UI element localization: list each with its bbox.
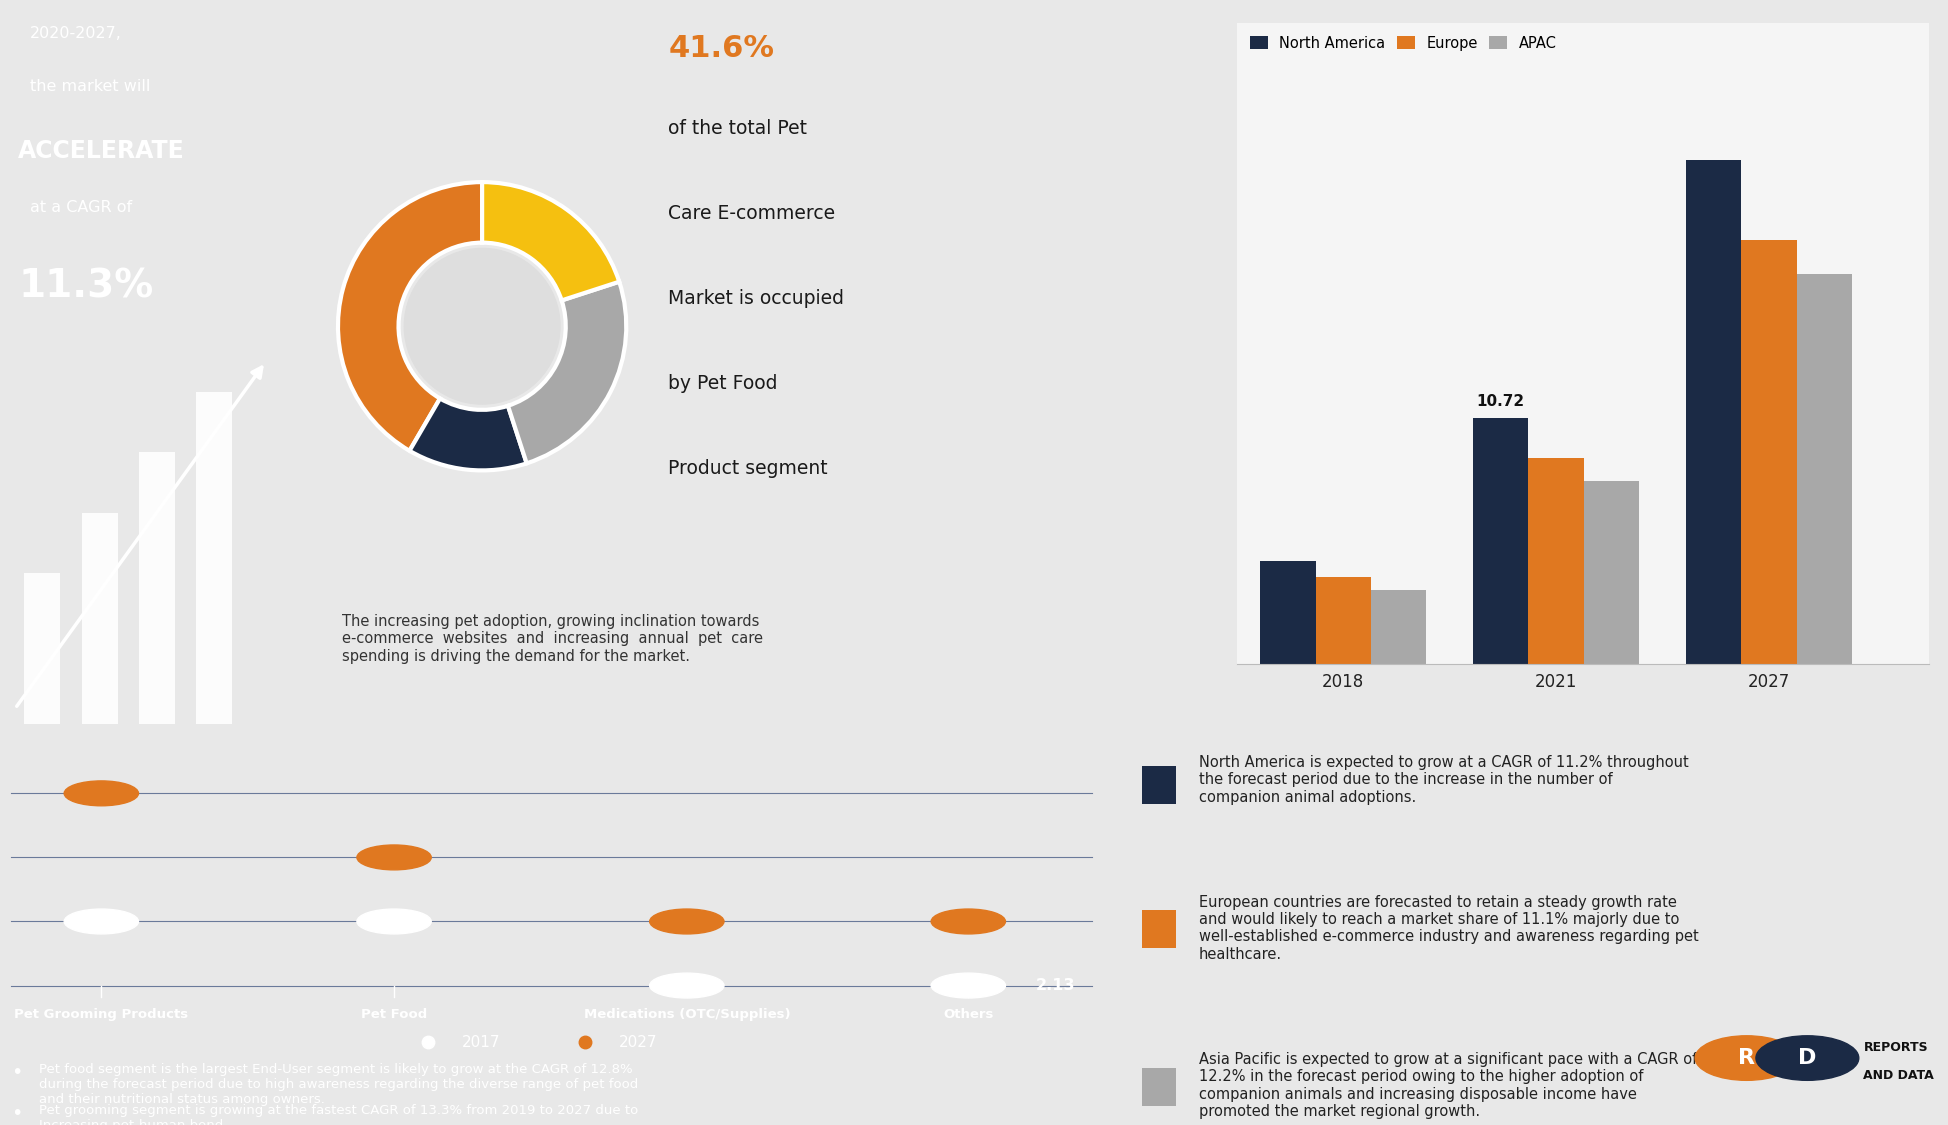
Bar — [82, 513, 117, 723]
Text: 2.13: 2.13 — [1036, 978, 1075, 993]
Circle shape — [356, 845, 431, 870]
Text: Care E-commerce: Care E-commerce — [668, 204, 836, 223]
Text: 2027: 2027 — [619, 1035, 658, 1050]
Text: Others: Others — [943, 1008, 993, 1022]
Bar — [1473, 418, 1529, 664]
Bar — [197, 392, 232, 723]
Bar — [1796, 274, 1853, 664]
Text: Asia Pacific is expected to grow at a significant pace with a CAGR of
12.2% in t: Asia Pacific is expected to grow at a si… — [1198, 1052, 1697, 1119]
Wedge shape — [483, 182, 619, 300]
Text: Pet grooming segment is growing at the fastest CAGR of 13.3% from 2019 to 2027 d: Pet grooming segment is growing at the f… — [39, 1105, 639, 1125]
Bar — [1742, 240, 1796, 664]
Text: Pet food segment is the largest End-User segment is likely to grow at the CAGR o: Pet food segment is the largest End-User… — [39, 1063, 639, 1106]
Text: 41.6%: 41.6% — [668, 34, 773, 63]
Circle shape — [651, 973, 725, 998]
Text: the market will: the market will — [31, 79, 150, 95]
Wedge shape — [339, 182, 483, 451]
Bar — [138, 452, 175, 723]
Text: Medications (OTC/Supplies): Medications (OTC/Supplies) — [584, 1008, 791, 1022]
Bar — [23, 573, 60, 723]
Circle shape — [64, 781, 138, 806]
Text: at a CAGR of: at a CAGR of — [31, 200, 132, 215]
Bar — [1142, 1068, 1177, 1106]
Text: D: D — [1798, 1048, 1817, 1068]
Legend: North America, Europe, APAC: North America, Europe, APAC — [1245, 29, 1562, 56]
Circle shape — [356, 909, 431, 934]
Text: Pet Grooming Products: Pet Grooming Products — [14, 1008, 189, 1022]
Text: Market is occupied: Market is occupied — [668, 289, 843, 308]
Bar — [1315, 577, 1371, 664]
Circle shape — [405, 249, 559, 404]
Bar — [1529, 458, 1584, 664]
Text: 2020-2027,: 2020-2027, — [31, 26, 123, 42]
Wedge shape — [508, 281, 625, 464]
Text: 2017: 2017 — [462, 1035, 501, 1050]
Text: of the total Pet: of the total Pet — [668, 119, 806, 137]
Text: •: • — [12, 1105, 23, 1123]
Bar — [1584, 480, 1638, 664]
Text: AND DATA: AND DATA — [1864, 1069, 1934, 1082]
Circle shape — [1695, 1036, 1798, 1080]
Text: 11.3%: 11.3% — [18, 268, 154, 306]
Circle shape — [651, 909, 725, 934]
Bar — [1142, 910, 1177, 948]
Text: The increasing pet adoption, growing inclination towards
e-commerce  websites  a: The increasing pet adoption, growing inc… — [341, 614, 764, 664]
Wedge shape — [409, 398, 526, 470]
Text: Product segment: Product segment — [668, 459, 828, 478]
Circle shape — [64, 909, 138, 934]
Text: •: • — [12, 1063, 23, 1082]
Text: North America is expected to grow at a CAGR of 11.2% throughout
the forecast per: North America is expected to grow at a C… — [1198, 755, 1689, 804]
Circle shape — [931, 909, 1005, 934]
Text: REPORTS: REPORTS — [1864, 1042, 1929, 1054]
Bar — [1371, 591, 1426, 664]
Text: European countries are forecasted to retain a steady growth rate
and would likel: European countries are forecasted to ret… — [1198, 894, 1699, 962]
Bar — [1685, 160, 1742, 664]
Text: Pet Food: Pet Food — [360, 1008, 427, 1022]
Text: R: R — [1738, 1048, 1755, 1068]
Bar — [1260, 560, 1315, 664]
Text: by Pet Food: by Pet Food — [668, 374, 777, 393]
Circle shape — [1755, 1036, 1858, 1080]
Text: 10.72: 10.72 — [1477, 394, 1525, 410]
Text: ACCELERATE: ACCELERATE — [18, 140, 185, 163]
Bar — [1142, 766, 1177, 804]
Circle shape — [931, 973, 1005, 998]
